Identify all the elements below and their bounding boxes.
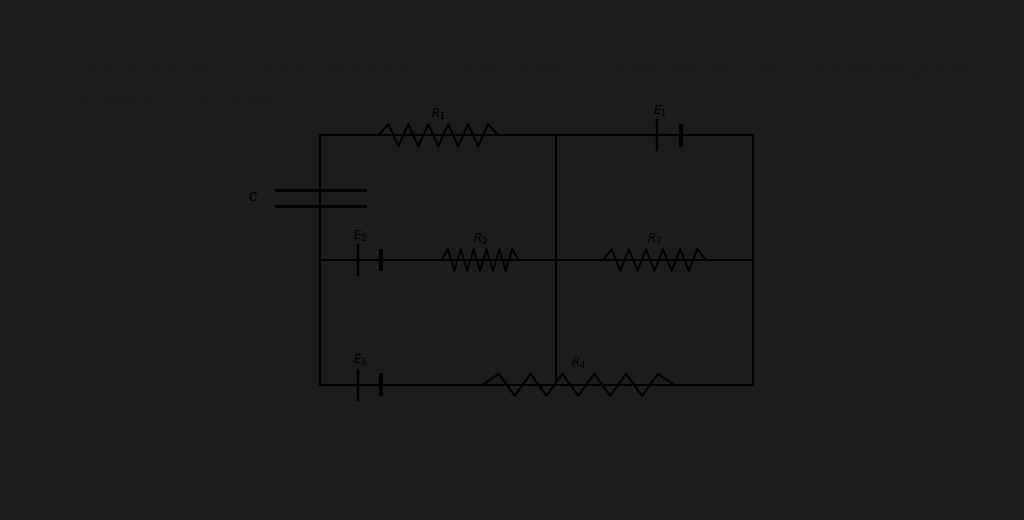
Text: $C$: $C$ [248, 191, 258, 204]
Text: $R_4$: $R_4$ [571, 356, 586, 371]
Text: 8. In the circuit shown in fig. E₁=2E₃=6V & E₂=2V; C=5μF; R₁=2R₂=6Ω; R₃=2R₄=4Ω. : 8. In the circuit shown in fig. E₁=2E₃=6… [50, 63, 979, 78]
Text: $R_2$: $R_2$ [473, 231, 487, 246]
Text: in the capacitor. (1.5A, 14.4μJ): in the capacitor. (1.5A, 14.4μJ) [50, 92, 273, 106]
Text: $R_1$: $R_1$ [431, 107, 445, 122]
Text: $E_3$: $E_3$ [352, 353, 367, 368]
Text: $R_3$: $R_3$ [647, 231, 662, 246]
Text: $E_1$: $E_1$ [652, 103, 667, 119]
Text: $E_2$: $E_2$ [352, 228, 367, 243]
